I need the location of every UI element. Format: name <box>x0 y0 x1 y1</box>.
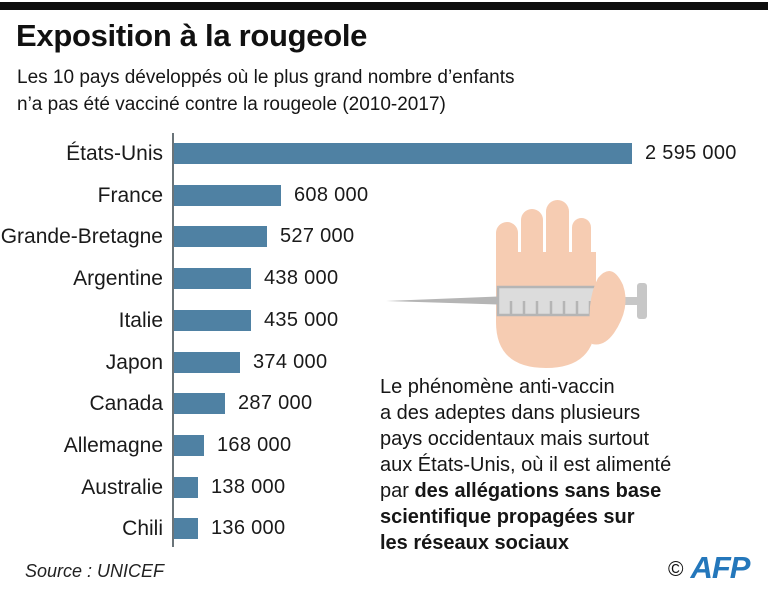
bar <box>174 185 281 206</box>
bar <box>174 268 251 289</box>
country-label: Italie <box>118 308 163 332</box>
annotation-line: par des allégations sans base <box>380 478 765 504</box>
chart-row: Australie 138 000 <box>0 472 285 503</box>
country-label: États-Unis <box>66 141 163 165</box>
chart-row: Chili 136 000 <box>0 513 285 544</box>
hand-stop-syringe-icon <box>386 200 647 368</box>
value-label: 168 000 <box>217 434 292 456</box>
hand-fingers <box>496 200 596 368</box>
country-label: Canada <box>89 391 163 415</box>
annotation-text: Le phénomène anti-vaccin a des adeptes da… <box>380 374 765 556</box>
bar <box>174 435 204 456</box>
annotation-line: scientifique propagées sur <box>380 504 765 530</box>
chart-row: Canada 287 000 <box>0 388 312 419</box>
chart-row: États-Unis 2 595 000 <box>0 138 737 169</box>
page-title: Exposition à la rougeole <box>16 18 368 53</box>
bar <box>174 310 251 331</box>
country-label: Japon <box>105 350 163 374</box>
chart-baseline-axis <box>172 133 174 547</box>
chart-row: Argentine 438 000 <box>0 263 338 294</box>
copyright-icon: © <box>668 557 684 581</box>
value-label: 2 595 000 <box>645 142 737 164</box>
country-label: Argentine <box>73 266 163 290</box>
bar <box>174 518 198 539</box>
annotation-text-segment: par <box>380 480 415 502</box>
value-label: 527 000 <box>280 225 355 247</box>
bar <box>174 477 198 498</box>
value-label: 438 000 <box>264 267 339 289</box>
annotation-bold-text: scientifique propagées sur <box>380 506 635 528</box>
annotation-text-segment: Le phénomène anti-vaccin <box>380 376 615 398</box>
subtitle: Les 10 pays développés où le plus grand … <box>17 64 515 118</box>
value-label: 136 000 <box>211 517 286 539</box>
bar <box>174 143 632 164</box>
bar <box>174 393 225 414</box>
annotation-text-segment: pays occidentaux mais surtout <box>380 428 650 450</box>
annotation-line: aux États-Unis, où il est alimenté <box>380 452 765 478</box>
value-label: 435 000 <box>264 309 339 331</box>
chart-row: France 608 000 <box>0 180 368 211</box>
value-label: 608 000 <box>294 184 369 206</box>
top-accent-bar <box>0 2 768 10</box>
country-label: France <box>97 183 163 207</box>
annotation-line: a des adeptes dans plusieurs <box>380 400 765 426</box>
annotation-text-segment: aux États-Unis, où il est alimenté <box>380 454 672 476</box>
annotation-bold-text: des allégations sans base <box>414 480 662 502</box>
country-label: Australie <box>81 475 163 499</box>
bar <box>174 226 267 247</box>
subtitle-line-2: n’a pas été vacciné contre la rougeole (… <box>17 94 446 115</box>
country-label: Chili <box>122 516 163 540</box>
annotation-line: les réseaux sociaux <box>380 530 765 556</box>
value-label: 374 000 <box>253 351 328 373</box>
chart-row: Grande-Bretagne 527 000 <box>0 221 354 252</box>
annotation-line: Le phénomène anti-vaccin <box>380 374 765 400</box>
afp-logo: © AFP <box>668 550 750 586</box>
subtitle-line-1: Les 10 pays développés où le plus grand … <box>17 67 515 88</box>
country-label: Allemagne <box>63 433 163 457</box>
hand-thumb <box>589 270 626 345</box>
value-label: 138 000 <box>211 476 286 498</box>
afp-wordmark: AFP <box>690 550 750 585</box>
country-label: Grande-Bretagne <box>0 224 163 248</box>
chart-row: Allemagne 168 000 <box>0 430 291 461</box>
annotation-text-segment: a des adeptes dans plusieurs <box>380 402 641 424</box>
bar <box>174 352 240 373</box>
chart-row: Italie 435 000 <box>0 305 338 336</box>
value-label: 287 000 <box>238 392 313 414</box>
source-credit: Source : UNICEF <box>25 561 165 581</box>
annotation-line: pays occidentaux mais surtout <box>380 426 765 452</box>
chart-row: Japon 374 000 <box>0 347 327 378</box>
annotation-bold-text: les réseaux sociaux <box>380 532 570 554</box>
